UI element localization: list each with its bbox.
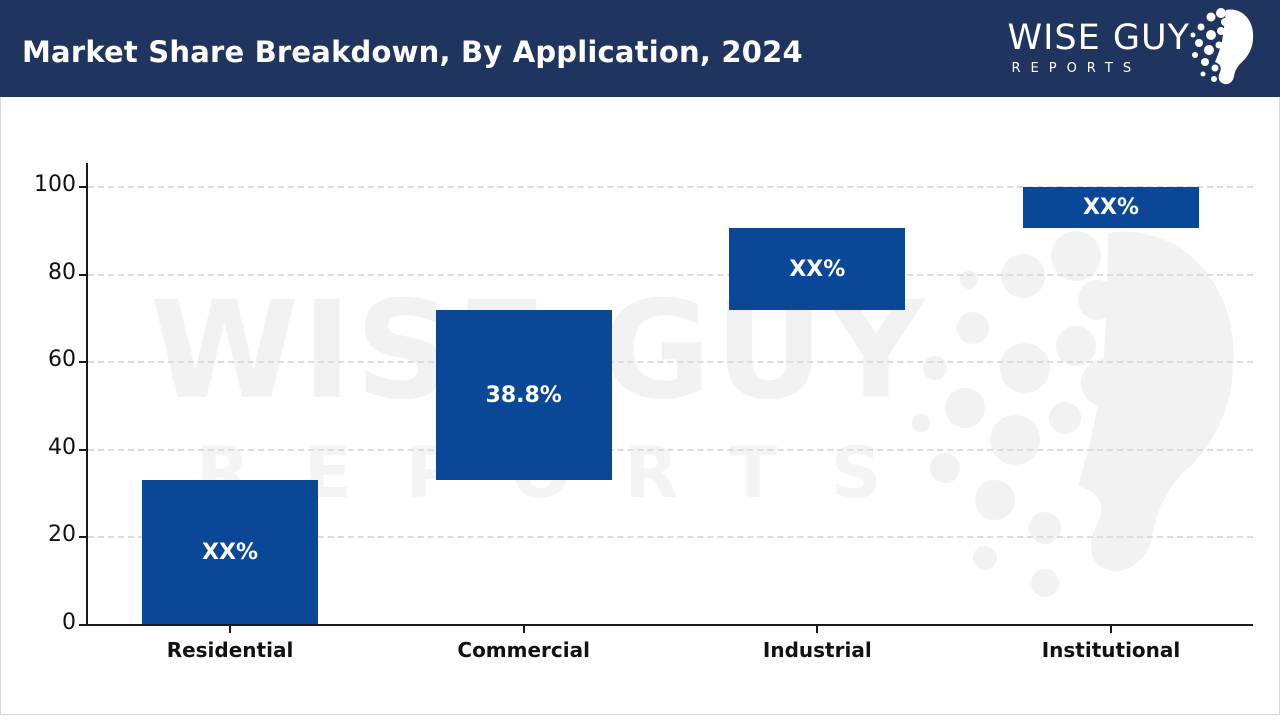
page-title: Market Share Breakdown, By Application, … xyxy=(22,34,803,69)
bar-industrial: XX% xyxy=(729,228,906,311)
y-tick-label-20: 20 xyxy=(48,522,76,548)
gridline-20 xyxy=(88,536,1253,539)
logo-primary-label: WISE GUY xyxy=(1007,18,1190,58)
bar-value-label-institutional: XX% xyxy=(1083,195,1139,221)
y-tick-100 xyxy=(79,186,88,188)
wiseguy-logo-text: WISE GUY REPORTS xyxy=(1007,18,1190,77)
y-tick-label-60: 60 xyxy=(48,347,76,373)
watermark-head-icon xyxy=(868,218,1278,602)
y-tick-label-80: 80 xyxy=(48,259,76,285)
x-tick-commercial xyxy=(522,625,525,633)
y-axis-line xyxy=(86,163,88,626)
x-axis-line xyxy=(86,624,1253,626)
y-tick-80 xyxy=(79,273,88,276)
category-label-institutional: Institutional xyxy=(1041,638,1181,662)
logo-secondary-label: REPORTS xyxy=(1011,61,1142,76)
gridline-60 xyxy=(88,361,1253,364)
y-tick-label-40: 40 xyxy=(48,434,76,460)
wiseguy-head-icon xyxy=(1180,5,1258,93)
wiseguy-logo: WISE GUY REPORTS xyxy=(1007,5,1258,93)
gridline-80 xyxy=(88,273,1253,276)
y-tick-label-0: 0 xyxy=(62,610,76,635)
gridline-100 xyxy=(88,186,1253,188)
bar-residential: XX% xyxy=(142,480,318,625)
y-tick-label-100: 100 xyxy=(34,172,76,197)
category-label-residential: Residential xyxy=(166,638,294,662)
gridline-40 xyxy=(88,448,1253,451)
category-label-industrial: Industrial xyxy=(762,638,872,662)
x-tick-residential xyxy=(229,625,231,633)
y-tick-0 xyxy=(79,624,88,626)
bar-value-label-industrial: XX% xyxy=(789,256,846,282)
x-tick-industrial xyxy=(816,625,819,633)
y-tick-40 xyxy=(79,448,88,451)
bar-value-label-residential: XX% xyxy=(202,540,258,565)
bar-institutional: XX% xyxy=(1023,187,1199,229)
bar-value-label-commercial: 38.8% xyxy=(485,382,562,408)
bar-commercial: 38.8% xyxy=(435,310,612,480)
y-tick-20 xyxy=(79,536,88,539)
y-tick-60 xyxy=(79,361,88,364)
category-label-commercial: Commercial xyxy=(457,638,590,662)
header-bar: Market Share Breakdown, By Application, … xyxy=(0,0,1280,97)
x-tick-institutional xyxy=(1110,625,1112,633)
